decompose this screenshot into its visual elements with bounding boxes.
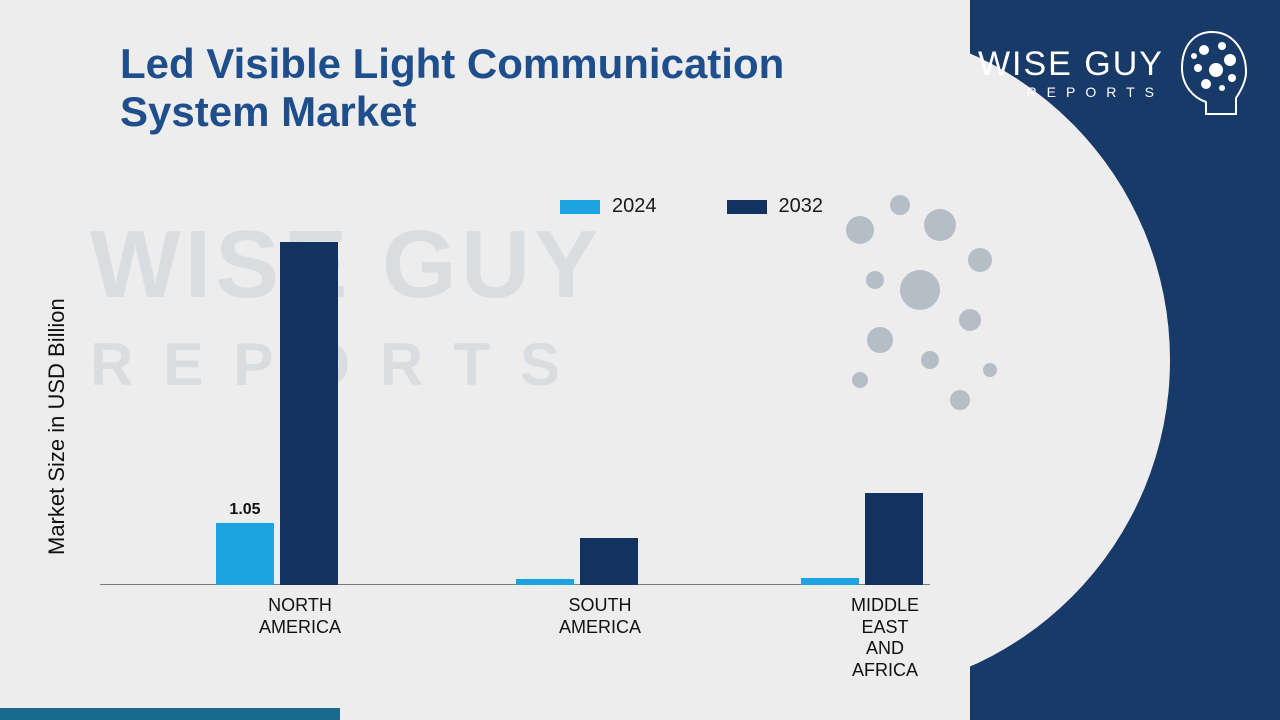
bar-group: [765, 230, 965, 585]
bar-2024: [516, 579, 574, 585]
bar-2024: [801, 578, 859, 585]
y-axis-label: Market Size in USD Billion: [44, 298, 70, 555]
x-tick-label: MIDDLEEASTANDAFRICA: [785, 595, 985, 681]
logo-sub-text: REPORTS: [978, 85, 1164, 99]
legend-label-2032: 2032: [779, 195, 824, 218]
bar-group: [480, 230, 680, 585]
x-tick-label: NORTHAMERICA: [200, 595, 400, 638]
x-tick-label: SOUTHAMERICA: [500, 595, 700, 638]
bar-2032: [280, 242, 338, 585]
legend-swatch-2024: [560, 200, 600, 214]
plot-area: 1.05: [100, 230, 930, 585]
bar-2024: 1.05: [216, 523, 274, 585]
bar-value-label: 1.05: [229, 501, 260, 519]
legend: 2024 2032: [560, 195, 823, 218]
logo-main-text: WISE GUY: [978, 47, 1164, 81]
logo-head-icon: [1174, 28, 1252, 118]
bottom-accent-bar: [0, 708, 340, 720]
brand-logo: WISE GUY REPORTS: [978, 28, 1252, 118]
legend-swatch-2032: [727, 200, 767, 214]
bar-group: 1.05: [180, 230, 380, 585]
chart-stage: WISE GUY REPORTS WISE GUY REPORTS Led Vi…: [0, 0, 1280, 720]
chart-title: Led Visible Light Communication System M…: [120, 40, 820, 137]
legend-item-2024: 2024: [560, 195, 657, 218]
legend-label-2024: 2024: [612, 195, 657, 218]
legend-item-2032: 2032: [727, 195, 824, 218]
bar-2032: [865, 493, 923, 585]
bar-2032: [580, 538, 638, 585]
